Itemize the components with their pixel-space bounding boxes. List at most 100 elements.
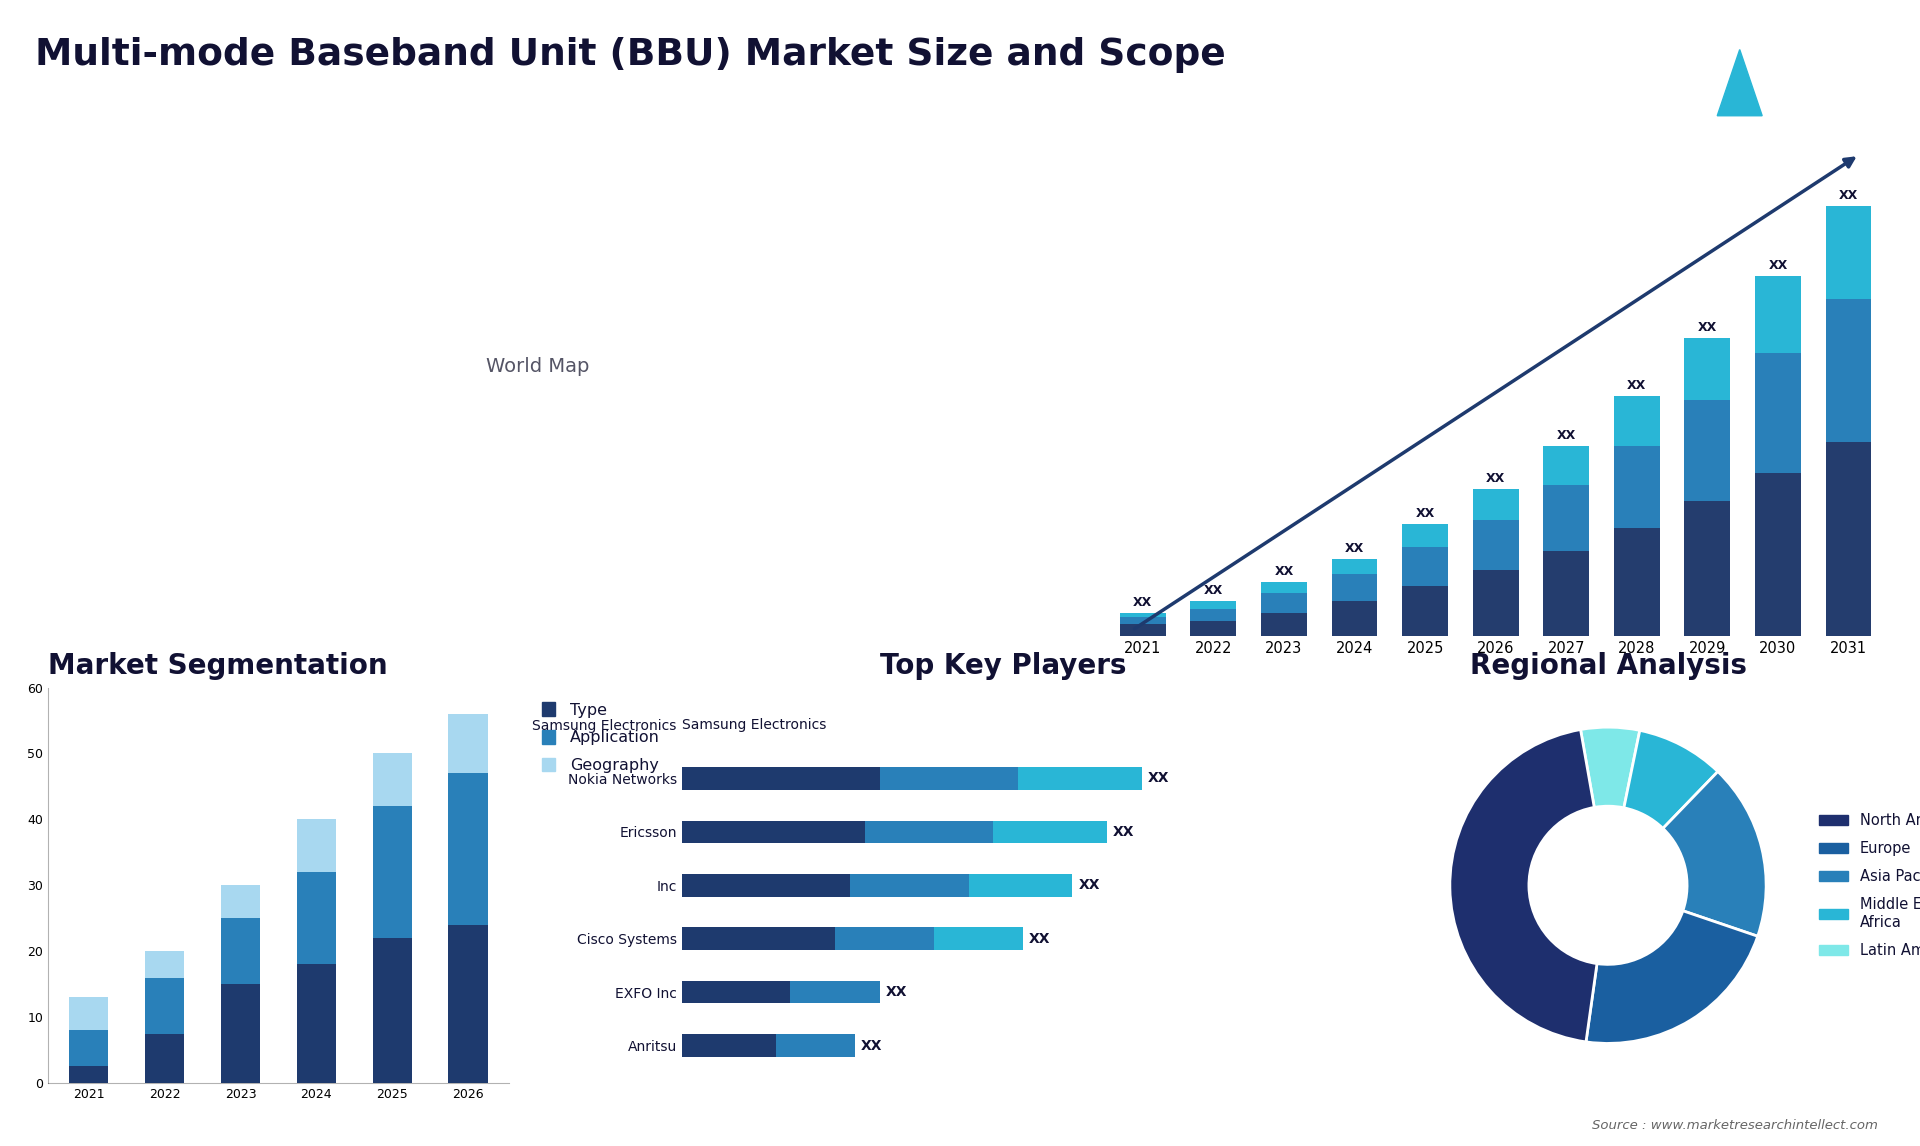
- Text: XX: XX: [1079, 878, 1100, 893]
- Polygon shape: [1672, 49, 1716, 116]
- Text: Multi-mode Baseband Unit (BBU) Market Size and Scope: Multi-mode Baseband Unit (BBU) Market Si…: [35, 37, 1225, 72]
- Text: XX: XX: [1133, 596, 1152, 609]
- Bar: [1190, 620, 1236, 636]
- Title: Regional Analysis: Regional Analysis: [1469, 652, 1747, 680]
- Bar: [1473, 571, 1519, 636]
- Text: Source : www.marketresearchintellect.com: Source : www.marketresearchintellect.com: [1592, 1120, 1878, 1132]
- Bar: [1684, 501, 1730, 636]
- Bar: [1261, 594, 1308, 613]
- Text: XX: XX: [1486, 472, 1505, 485]
- Bar: [1755, 353, 1801, 473]
- Bar: [1544, 551, 1590, 636]
- Bar: [1684, 400, 1730, 501]
- Bar: [993, 821, 1108, 843]
- Bar: [69, 1067, 108, 1083]
- Bar: [69, 997, 108, 1030]
- Bar: [1332, 574, 1377, 602]
- Bar: [1119, 625, 1165, 636]
- Bar: [1826, 442, 1872, 636]
- Bar: [1332, 602, 1377, 636]
- Bar: [372, 937, 413, 1083]
- Bar: [1615, 446, 1659, 527]
- Text: XX: XX: [1204, 584, 1223, 597]
- Wedge shape: [1580, 727, 1640, 808]
- Bar: [144, 951, 184, 978]
- Text: XX: XX: [885, 986, 906, 999]
- Bar: [682, 981, 791, 1004]
- Bar: [851, 874, 968, 896]
- Bar: [682, 927, 835, 950]
- Text: XX: XX: [1275, 565, 1294, 578]
- Bar: [682, 821, 864, 843]
- Bar: [682, 767, 879, 790]
- Text: XX: XX: [1557, 430, 1576, 442]
- Bar: [1261, 582, 1308, 594]
- Bar: [1190, 602, 1236, 609]
- Text: INTELLECT: INTELLECT: [1784, 102, 1839, 111]
- Bar: [864, 821, 993, 843]
- Bar: [69, 1030, 108, 1067]
- Legend: Type, Application, Geography: Type, Application, Geography: [536, 696, 666, 779]
- Wedge shape: [1663, 771, 1766, 936]
- Bar: [776, 1035, 854, 1057]
- Bar: [449, 774, 488, 925]
- Bar: [879, 767, 1018, 790]
- Bar: [1684, 338, 1730, 400]
- Bar: [968, 874, 1073, 896]
- Bar: [1755, 473, 1801, 636]
- Polygon shape: [1716, 49, 1763, 116]
- Bar: [1119, 613, 1165, 617]
- Text: XX: XX: [1415, 507, 1434, 520]
- Bar: [1018, 767, 1142, 790]
- Bar: [372, 754, 413, 807]
- Bar: [1332, 558, 1377, 574]
- Title: Top Key Players: Top Key Players: [879, 652, 1127, 680]
- Legend: North America, Europe, Asia Pacific, Middle East &
Africa, Latin America: North America, Europe, Asia Pacific, Mid…: [1812, 807, 1920, 964]
- Text: XX: XX: [1839, 189, 1859, 203]
- Bar: [682, 874, 851, 896]
- Bar: [221, 918, 261, 984]
- Text: RESEARCH: RESEARCH: [1784, 76, 1837, 84]
- Text: XX: XX: [1029, 932, 1050, 945]
- Bar: [1615, 527, 1659, 636]
- Text: XX: XX: [1114, 825, 1135, 839]
- Bar: [1544, 446, 1590, 485]
- Text: XX: XX: [860, 1038, 881, 1052]
- Bar: [1615, 397, 1659, 446]
- Text: XX: XX: [1628, 379, 1647, 392]
- Bar: [221, 885, 261, 918]
- Bar: [835, 927, 933, 950]
- Text: XX: XX: [1344, 542, 1363, 555]
- Bar: [1544, 485, 1590, 551]
- Bar: [1473, 520, 1519, 571]
- Bar: [144, 978, 184, 1034]
- Bar: [1826, 299, 1872, 442]
- Bar: [144, 1034, 184, 1083]
- Bar: [296, 819, 336, 872]
- Bar: [791, 981, 879, 1004]
- Bar: [1826, 206, 1872, 299]
- Wedge shape: [1450, 730, 1597, 1042]
- Bar: [296, 872, 336, 964]
- Bar: [933, 927, 1023, 950]
- Bar: [449, 714, 488, 774]
- Bar: [296, 964, 336, 1083]
- Bar: [1190, 609, 1236, 620]
- Text: XX: XX: [1148, 771, 1169, 785]
- Bar: [1402, 586, 1448, 636]
- Wedge shape: [1586, 911, 1757, 1043]
- Bar: [221, 984, 261, 1083]
- Bar: [372, 807, 413, 937]
- Bar: [1119, 617, 1165, 625]
- Bar: [449, 925, 488, 1083]
- Bar: [682, 1035, 776, 1057]
- Text: XX: XX: [1768, 259, 1788, 272]
- Bar: [1755, 276, 1801, 353]
- Text: XX: XX: [1697, 321, 1716, 333]
- Text: MARKET: MARKET: [1784, 48, 1828, 57]
- Text: Market Segmentation: Market Segmentation: [48, 652, 388, 680]
- Circle shape: [1528, 807, 1688, 964]
- Text: World Map: World Map: [486, 358, 589, 376]
- Wedge shape: [1624, 730, 1718, 829]
- Bar: [1473, 489, 1519, 520]
